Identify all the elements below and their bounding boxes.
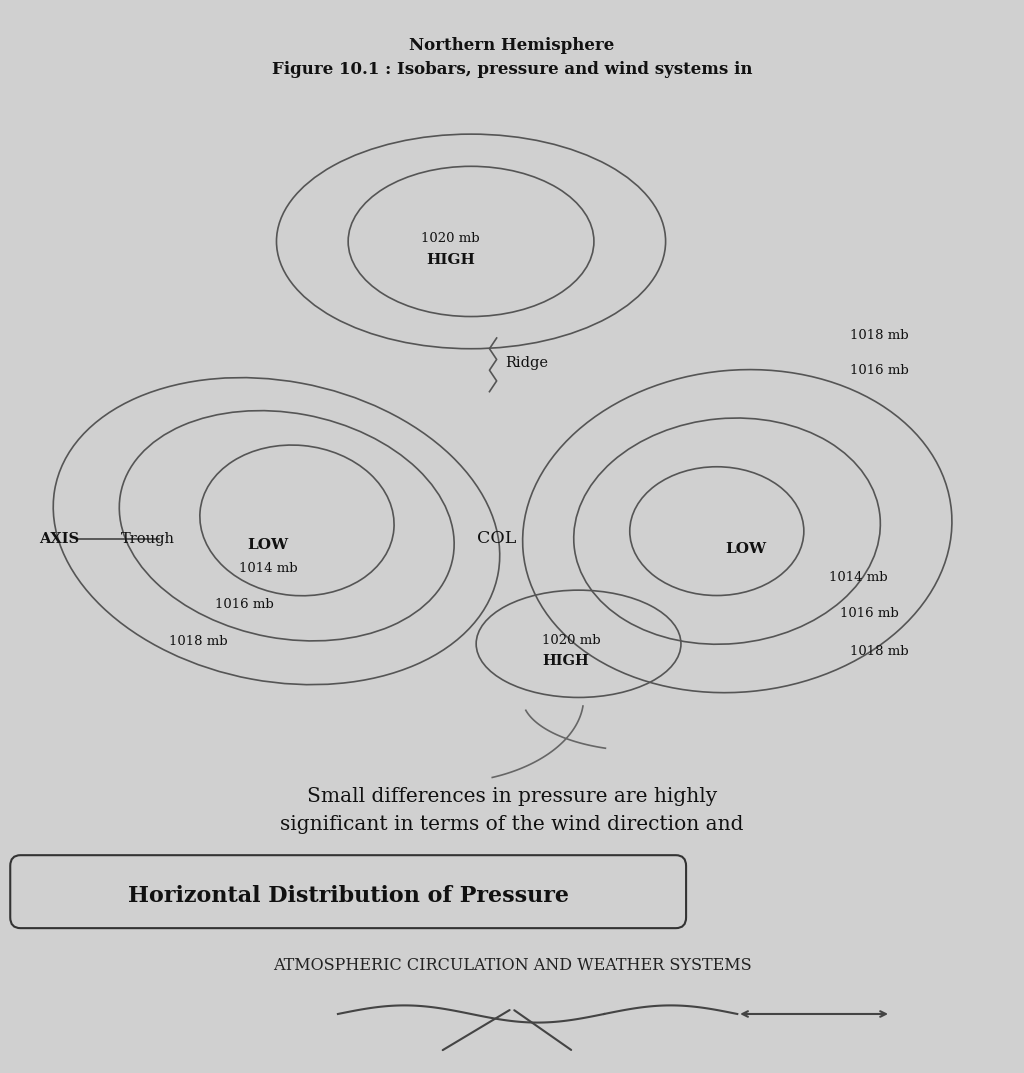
Text: 1018 mb: 1018 mb bbox=[850, 329, 908, 342]
Text: 1020 mb: 1020 mb bbox=[542, 634, 601, 647]
Text: COL: COL bbox=[477, 530, 516, 547]
Text: AXIS: AXIS bbox=[39, 531, 79, 546]
Text: 1016 mb: 1016 mb bbox=[215, 598, 273, 611]
Text: Small differences in pressure are highly
significant in terms of the wind direct: Small differences in pressure are highly… bbox=[281, 787, 743, 834]
Text: Trough: Trough bbox=[121, 531, 175, 546]
Text: 1018 mb: 1018 mb bbox=[169, 635, 227, 648]
Text: LOW: LOW bbox=[248, 538, 289, 553]
Text: 1020 mb: 1020 mb bbox=[421, 232, 480, 245]
Text: 1016 mb: 1016 mb bbox=[840, 607, 898, 620]
FancyBboxPatch shape bbox=[10, 855, 686, 928]
Text: Figure 10.1 : Isobars, pressure and wind systems in: Figure 10.1 : Isobars, pressure and wind… bbox=[271, 61, 753, 78]
Text: 1018 mb: 1018 mb bbox=[850, 645, 908, 658]
Text: 1014 mb: 1014 mb bbox=[239, 562, 298, 575]
Text: Northern Hemisphere: Northern Hemisphere bbox=[410, 36, 614, 54]
Text: Ridge: Ridge bbox=[505, 355, 548, 370]
Text: Horizontal Distribution of Pressure: Horizontal Distribution of Pressure bbox=[128, 885, 568, 907]
Text: HIGH: HIGH bbox=[542, 653, 589, 668]
Text: LOW: LOW bbox=[725, 542, 766, 557]
Text: HIGH: HIGH bbox=[426, 252, 475, 267]
Text: ATMOSPHERIC CIRCULATION AND WEATHER SYSTEMS: ATMOSPHERIC CIRCULATION AND WEATHER SYST… bbox=[272, 957, 752, 974]
Text: 1014 mb: 1014 mb bbox=[829, 571, 888, 584]
Text: 1016 mb: 1016 mb bbox=[850, 364, 908, 377]
